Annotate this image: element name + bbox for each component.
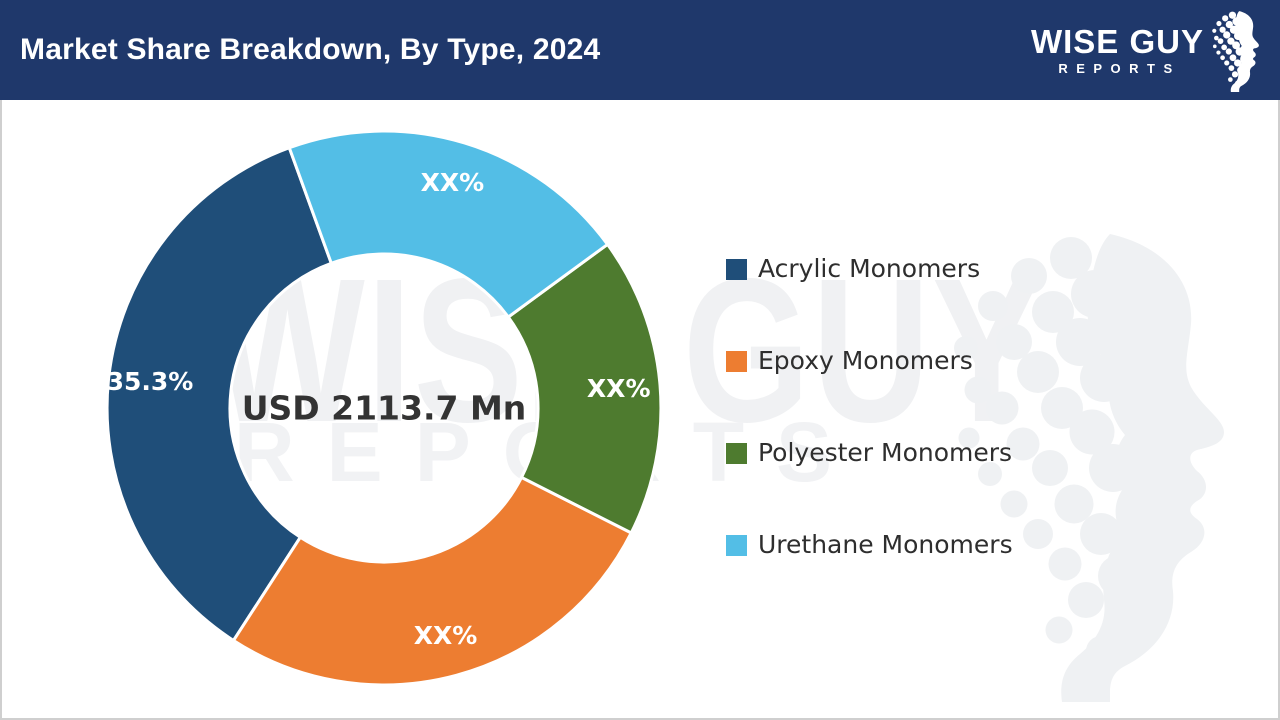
logo-subtext: REPORTS — [1058, 61, 1181, 76]
header-bar: Market Share Breakdown, By Type, 2024 WI… — [0, 0, 1280, 100]
legend-item-epoxy-monomers: Epoxy Monomers — [726, 346, 1013, 375]
donut-center-value: USD 2113.7 Mn — [242, 389, 527, 428]
legend-label: Epoxy Monomers — [758, 346, 973, 375]
legend-item-polyester-monomers: Polyester Monomers — [726, 438, 1013, 467]
legend-item-acrylic-monomers: Acrylic Monomers — [726, 254, 1013, 283]
wiseguy-face-icon — [1208, 9, 1260, 92]
logo-wordmark: WISE GUY — [1030, 23, 1204, 60]
legend-swatch-epoxy-monomers — [726, 350, 747, 372]
slice-label-polyester-monomers: XX% — [587, 374, 651, 403]
slice-label-epoxy-monomers: XX% — [414, 621, 478, 650]
logo-text: WISE GUY REPORTS — [1031, 25, 1204, 75]
legend-swatch-urethane-monomers — [726, 534, 747, 556]
slice-label-urethane-monomers: XX% — [421, 168, 485, 197]
donut-slice-urethane-monomers — [287, 129, 609, 319]
slice-label-acrylic-monomers: 35.3% — [107, 367, 194, 396]
donut-slice-epoxy-monomers — [232, 475, 633, 687]
legend-swatch-polyester-monomers — [726, 442, 747, 464]
legend-label: Acrylic Monomers — [758, 254, 981, 283]
legend-label: Urethane Monomers — [758, 530, 1013, 559]
legend-label: Polyester Monomers — [758, 438, 1013, 467]
donut-slice-acrylic-monomers — [105, 146, 333, 642]
donut-slice-polyester-monomers — [506, 242, 663, 535]
page-title: Market Share Breakdown, By Type, 2024 — [20, 33, 601, 66]
legend-swatch-acrylic-monomers — [726, 258, 747, 280]
legend-item-urethane-monomers: Urethane Monomers — [726, 530, 1013, 559]
wiseguy-logo: WISE GUY REPORTS — [1031, 9, 1260, 92]
chart-legend: Acrylic Monomers Epoxy Monomers Polyester … — [726, 254, 1013, 626]
